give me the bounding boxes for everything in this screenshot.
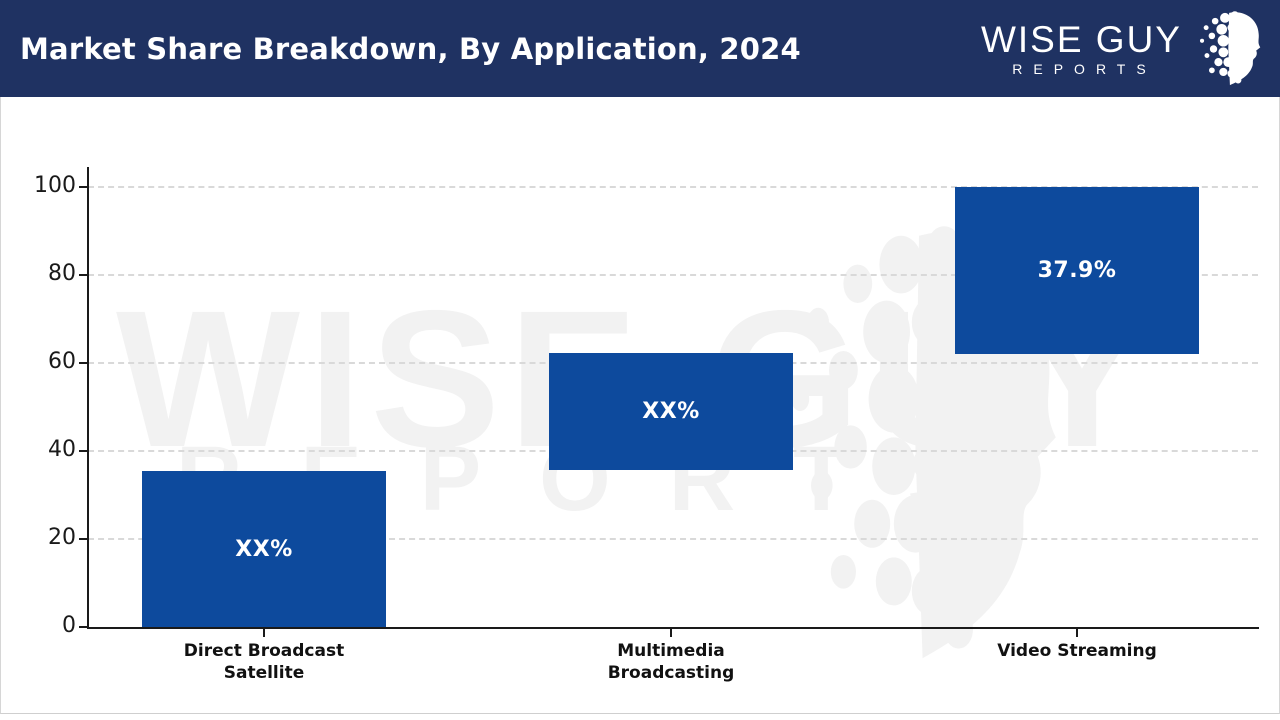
y-tick-mark xyxy=(79,362,87,364)
y-tick-mark xyxy=(79,450,87,452)
y-tick-mark xyxy=(79,274,87,276)
y-tick-label: 60 xyxy=(48,349,76,374)
y-axis-line xyxy=(87,167,89,629)
page-title: Market Share Breakdown, By Application, … xyxy=(20,31,801,66)
bar-video-streaming: 37.9% xyxy=(955,187,1199,354)
category-label-line: Satellite xyxy=(223,663,305,683)
y-tick-label: 20 xyxy=(48,525,76,550)
y-tick-mark xyxy=(79,186,87,188)
x-tick-mark xyxy=(670,629,672,637)
category-label: Video Streaming xyxy=(927,640,1227,662)
category-label-line: Broadcasting xyxy=(607,663,735,683)
y-tick-label: 100 xyxy=(34,173,76,198)
y-tick-label: 0 xyxy=(62,613,76,638)
category-label-line: Direct Broadcast xyxy=(183,641,345,661)
bar-value-label: 37.9% xyxy=(1037,257,1117,283)
category-label: Direct Broadcast Satellite xyxy=(114,640,414,684)
x-axis-line xyxy=(87,627,1259,629)
header: Market Share Breakdown, By Application, … xyxy=(0,0,1280,97)
y-tick-label: 80 xyxy=(48,261,76,286)
bar-multimedia-broadcasting: XX% xyxy=(549,352,793,470)
y-tick-mark xyxy=(79,538,87,540)
logo-wordmark: WISE GUY xyxy=(980,18,1182,60)
logo-subtext: REPORTS xyxy=(1012,61,1157,78)
x-tick-mark xyxy=(1076,629,1078,637)
gridline xyxy=(88,274,1258,276)
bar-direct-broadcast-satellite: XX% xyxy=(142,471,386,627)
category-label: Multimedia Broadcasting xyxy=(521,640,821,684)
y-tick-label: 40 xyxy=(48,437,76,462)
category-label-line: Video Streaming xyxy=(997,641,1157,661)
gridline xyxy=(88,538,1258,540)
gridline xyxy=(88,186,1258,188)
logo-face-icon xyxy=(1199,11,1261,86)
wiseguy-logo: WISE GUY REPORTS xyxy=(981,8,1266,90)
bar-value-label: XX% xyxy=(235,536,293,562)
y-tick-mark xyxy=(79,626,87,628)
bar-value-label: XX% xyxy=(642,398,700,424)
category-label-line: Multimedia xyxy=(617,641,725,661)
x-tick-mark xyxy=(263,629,265,637)
